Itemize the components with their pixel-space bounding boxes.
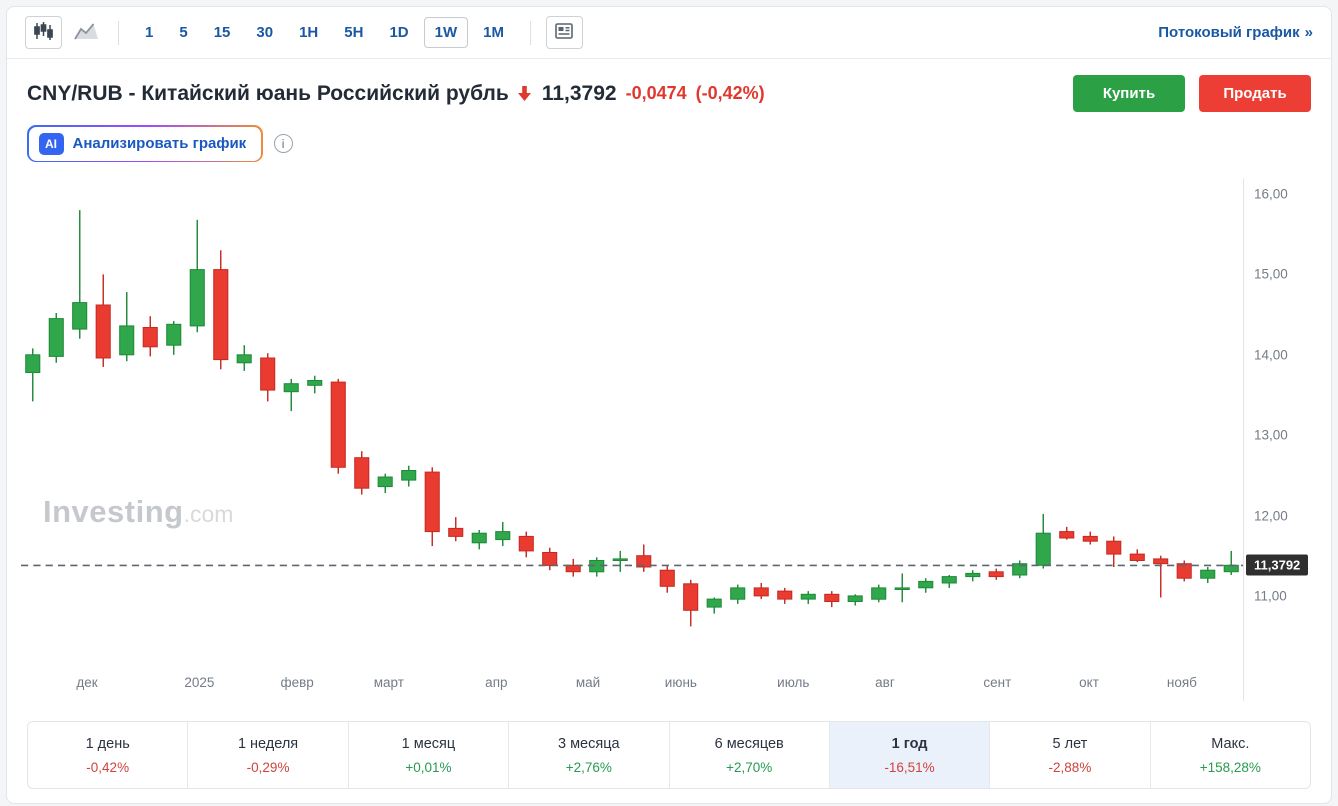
performance-period-value: -0,42% [86, 760, 130, 775]
timeframe-30[interactable]: 30 [245, 17, 284, 48]
x-axis-label: март [373, 675, 404, 690]
news-panel-button[interactable] [545, 16, 583, 49]
timeframe-group: 1 5 15 30 1H 5H 1D 1W 1M [134, 17, 515, 48]
ai-analyze-label: Анализировать график [72, 135, 247, 152]
sell-button[interactable]: Продать [1199, 75, 1311, 112]
performance-period-label: Макс. [1211, 736, 1250, 752]
candlestick-chart[interactable] [21, 178, 1243, 665]
timeframe-1[interactable]: 1 [134, 17, 164, 48]
performance-period-label: 1 год [891, 736, 928, 752]
chevron-right-icon: » [1304, 24, 1313, 41]
x-axis-label: дек [76, 675, 98, 690]
performance-period[interactable]: 3 месяца +2,76% [508, 722, 668, 788]
performance-period-value: +2,76% [565, 760, 612, 775]
performance-period[interactable]: Макс. +158,28% [1149, 722, 1310, 788]
performance-period[interactable]: 1 неделя -0,29% [187, 722, 347, 788]
performance-period[interactable]: 1 день -0,42% [28, 722, 187, 788]
x-axis-label: апр [485, 675, 508, 690]
performance-period-value: +0,01% [405, 760, 452, 775]
performance-period[interactable]: 1 год -16,51% [828, 722, 990, 788]
performance-period-label: 1 месяц [401, 736, 456, 752]
performance-period[interactable]: 6 месяцев +2,70% [668, 722, 829, 788]
streaming-chart-link[interactable]: Потоковый график » [1158, 24, 1313, 41]
y-axis-tick: 14,00 [1254, 347, 1288, 363]
chart-region: Investing.com дек 2025 февр март апр май июнь и… [7, 178, 1331, 701]
y-axis-tick: 11,00 [1254, 588, 1287, 604]
performance-period[interactable]: 1 месяц +0,01% [347, 722, 508, 788]
y-axis-tick: 15,00 [1254, 266, 1288, 282]
x-axis-label: февр [280, 675, 314, 690]
x-axis-label: нояб [1166, 675, 1197, 690]
toolbar-separator [118, 20, 119, 45]
performance-period-label: 1 день [85, 736, 130, 752]
ai-analyze-button[interactable]: AI Анализировать график [27, 125, 263, 162]
performance-period-label: 3 месяца [558, 736, 620, 752]
performance-period-value: -0,29% [246, 760, 290, 775]
performance-period-value: +158,28% [1199, 760, 1261, 775]
chart-widget: 1 5 15 30 1H 5H 1D 1W 1M Потоковый график » CNY/… [6, 6, 1332, 804]
timeframe-1w[interactable]: 1W [423, 17, 469, 48]
area-chart-type-button[interactable] [69, 18, 103, 48]
timeframe-1m[interactable]: 1M [472, 17, 515, 48]
ai-analyze-row: AI Анализировать график i [7, 112, 1331, 162]
candlestick-plot-area[interactable]: Investing.com дек 2025 февр март апр май июнь и… [21, 178, 1243, 701]
toolbar-separator [529, 20, 531, 45]
candlestick-chart-type-button[interactable] [25, 16, 62, 49]
timeframe-5[interactable]: 5 [168, 17, 198, 48]
chart-toolbar: 1 5 15 30 1H 5H 1D 1W 1M Потоковый график » [7, 7, 1331, 59]
performance-period-value: -16,51% [884, 760, 935, 775]
timeframe-5h[interactable]: 5H [333, 17, 374, 48]
current-price-tag: 11,3792 [1246, 554, 1309, 576]
timeframe-1h[interactable]: 1H [288, 17, 329, 48]
info-icon[interactable]: i [273, 134, 293, 153]
last-price: 11,3792 [541, 81, 617, 105]
price-change: -0,0474 [625, 83, 687, 103]
timeframe-15[interactable]: 15 [203, 17, 242, 48]
performance-period-label: 5 лет [1052, 736, 1088, 752]
performance-period-value: +2,70% [726, 760, 773, 775]
x-axis: дек 2025 февр март апр май июнь июль авг сент окт н… [21, 665, 1243, 701]
performance-period-value: -2,88% [1048, 760, 1092, 775]
streaming-chart-link-label: Потоковый график [1158, 24, 1300, 41]
news-icon [555, 23, 574, 42]
x-axis-label: сент [983, 675, 1012, 690]
x-axis-label: май [575, 675, 601, 690]
instrument-header: CNY/RUB - Китайский юань Российский рубл… [7, 59, 1331, 112]
x-axis-label: 2025 [184, 675, 215, 690]
x-axis-label: окт [1079, 675, 1099, 690]
area-chart-icon [73, 22, 99, 43]
performance-period[interactable]: 5 лет -2,88% [989, 722, 1149, 788]
buy-button[interactable]: Купить [1073, 75, 1185, 112]
trade-buttons: Купить Продать [1073, 75, 1311, 112]
page-title: CNY/RUB - Китайский юань Российский рубл… [27, 81, 509, 105]
y-axis-tick: 12,00 [1254, 508, 1288, 523]
x-axis-label: авг [875, 675, 895, 690]
ai-badge-icon: AI [38, 132, 64, 155]
price-change-percent: (-0,42%) [695, 83, 765, 103]
y-axis-tick: 16,00 [1254, 186, 1288, 202]
x-axis-label: июнь [664, 675, 697, 690]
candlestick-chart-icon [33, 21, 54, 44]
y-axis-tick: 13,00 [1254, 427, 1288, 443]
timeframe-1d[interactable]: 1D [378, 17, 419, 48]
y-axis: 11,3792 16,00 15,00 14,00 13,00 12,00 11,00 [1243, 178, 1331, 701]
performance-panel: 1 день -0,42% 1 неделя -0,29% 1 месяц +0,01% 3… [27, 721, 1311, 789]
x-axis-label: июль [777, 675, 810, 690]
performance-period-label: 6 месяцев [714, 736, 784, 752]
arrow-down-icon [517, 86, 531, 101]
performance-period-label: 1 неделя [237, 736, 299, 752]
